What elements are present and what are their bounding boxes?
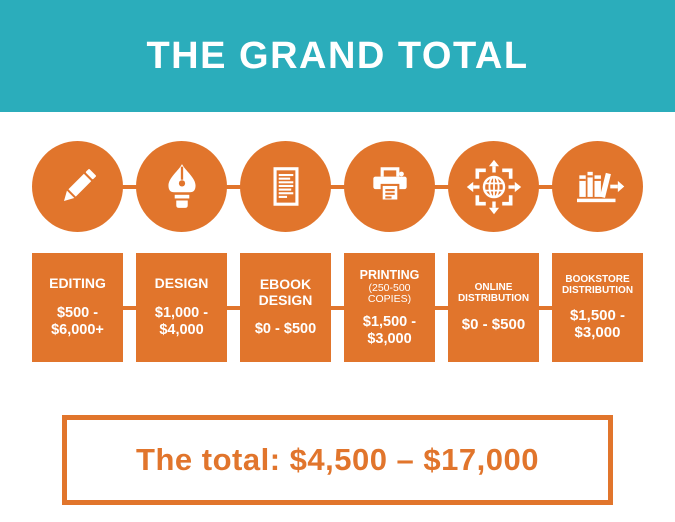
step-price: $500 - $6,000+ <box>51 305 104 338</box>
step-circle-ebook-design <box>240 141 331 232</box>
step-circle-online-distribution <box>448 141 539 232</box>
step-box-bookstore-distribution: BOOKSTORE DISTRIBUTION $1,500 - $3,000 <box>552 253 643 362</box>
step-box-design: DESIGN $1,000 - $4,000 <box>136 253 227 362</box>
pencil-icon <box>63 168 96 201</box>
printer-icon <box>372 166 407 202</box>
step-box-editing: EDITING $500 - $6,000+ <box>32 253 123 362</box>
bookshelf-arrow-icon <box>576 171 624 202</box>
step-price: $0 - $500 <box>461 315 526 333</box>
step-sublabel: (250-500 COPIES) <box>367 281 412 306</box>
step-label: EDITING <box>49 275 106 292</box>
step-label: EBOOK DESIGN <box>258 275 313 308</box>
step-box-ebook-design: EBOOK DESIGN $0 - $500 <box>240 253 331 362</box>
pen-nib-icon <box>167 163 196 208</box>
document-icon <box>273 166 298 206</box>
step-price: $1,500 - $3,000 <box>362 313 417 347</box>
step-label: DESIGN <box>154 275 209 292</box>
step-circle-design <box>136 141 227 232</box>
grand-total-text: The total: $4,500 – $17,000 <box>136 442 539 477</box>
step-box-online-distribution: ONLINE DISTRIBUTION $0 - $500 <box>448 253 539 362</box>
globe-distribution-icon <box>466 159 521 214</box>
step-label: ONLINE DISTRIBUTION <box>457 282 530 305</box>
step-circle-editing <box>32 141 123 232</box>
step-circle-printing <box>344 141 435 232</box>
step-circle-bookstore-distribution <box>552 141 643 232</box>
step-label: PRINTING <box>359 267 420 282</box>
icons-row <box>32 141 643 232</box>
step-price: $1,500 - $3,000 <box>569 306 626 342</box>
step-price: $0 - $500 <box>254 321 317 338</box>
grand-total-box: The total: $4,500 – $17,000 <box>62 415 613 505</box>
boxes-connector-line <box>77 305 598 310</box>
step-label: BOOKSTORE DISTRIBUTION <box>561 273 634 296</box>
step-box-printing: PRINTING (250-500 COPIES) $1,500 - $3,00… <box>344 253 435 362</box>
header-banner: THE GRAND TOTAL <box>0 0 675 112</box>
step-price: $1,000 - $4,000 <box>154 305 209 338</box>
icons-connector-line <box>77 184 598 189</box>
cost-boxes-row: EDITING $500 - $6,000+ DESIGN $1,000 - $… <box>32 253 643 362</box>
page-title: THE GRAND TOTAL <box>146 34 529 77</box>
